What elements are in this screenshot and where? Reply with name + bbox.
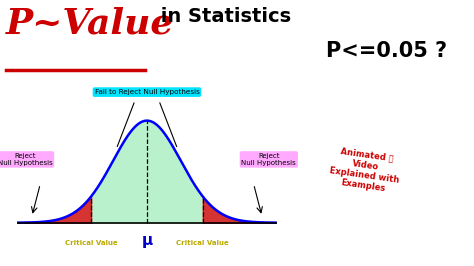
Text: Critical Value: Critical Value bbox=[176, 240, 229, 246]
Text: in Statistics: in Statistics bbox=[154, 7, 291, 26]
Text: Reject
Null Hypothesis: Reject Null Hypothesis bbox=[241, 153, 296, 166]
Text: P<=0.05 ?: P<=0.05 ? bbox=[326, 40, 447, 61]
Text: P~Value: P~Value bbox=[6, 7, 174, 41]
Text: Animated 🔥
Video
Explained with
Examples: Animated 🔥 Video Explained with Examples bbox=[328, 146, 402, 195]
Text: μ: μ bbox=[141, 233, 153, 248]
Text: Fail to Reject Null Hypothesis: Fail to Reject Null Hypothesis bbox=[94, 89, 200, 95]
Text: Critical Value: Critical Value bbox=[64, 240, 118, 246]
Text: Reject
Null Hypothesis: Reject Null Hypothesis bbox=[0, 153, 53, 166]
